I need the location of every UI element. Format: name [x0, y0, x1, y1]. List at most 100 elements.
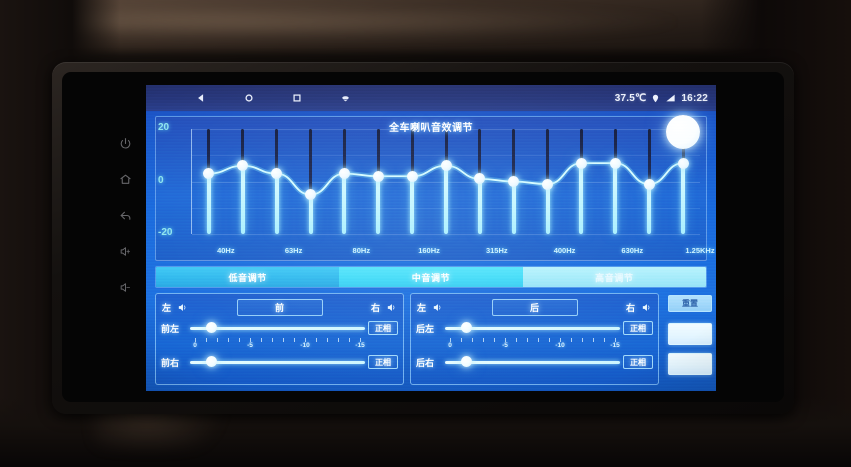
rear-left-fader-label: 后左: [416, 323, 435, 334]
eq-slider-knob[interactable]: [677, 157, 689, 169]
speaker-icon: [432, 302, 443, 313]
volume-down-button[interactable]: [112, 274, 138, 300]
back-button[interactable]: [112, 202, 138, 228]
equalizer-plot[interactable]: 40Hz63Hz80Hz160Hz315Hz400Hz630Hz1.25KHz1…: [192, 129, 715, 255]
nav-apps-button[interactable]: [330, 85, 360, 111]
eq-slider-track-lower: [545, 184, 550, 234]
rear-left-label: 左: [417, 302, 427, 313]
eq-slider-knob[interactable]: [542, 178, 554, 190]
eq-slider-knob[interactable]: [203, 168, 215, 180]
scale-tick-label: -15: [355, 342, 365, 349]
rear-position-box[interactable]: 后: [491, 298, 578, 316]
eq-slider-knob[interactable]: [338, 168, 350, 180]
slider-knob[interactable]: [206, 322, 218, 333]
master-knob[interactable]: [666, 115, 700, 149]
nav-recents-button[interactable]: [282, 85, 312, 111]
eq-slider-knob[interactable]: [372, 170, 384, 182]
preset-a-button[interactable]: [668, 323, 712, 345]
eq-frequency-label: 80Hz: [352, 246, 371, 255]
nav-home-button[interactable]: [234, 85, 264, 111]
rear-scale: 0 -5 -10 -15: [448, 338, 620, 349]
front-left-slider[interactable]: [190, 320, 365, 336]
rear-right-label: 右: [625, 302, 635, 313]
y-axis-label-min: -20: [158, 227, 173, 238]
eq-slider-knob[interactable]: [474, 173, 486, 185]
y-axis-label-max: 20: [158, 122, 170, 133]
eq-slider-track-upper: [275, 129, 279, 174]
scale-tick-label: -10: [555, 342, 565, 349]
front-position-box[interactable]: 前: [236, 298, 323, 316]
eq-slider-knob[interactable]: [305, 189, 317, 201]
rear-left-fader-row: 后左 正相: [411, 320, 658, 336]
eq-slider-knob[interactable]: [271, 168, 283, 180]
front-scale-ticks: 0 -5 -10 -15: [193, 338, 365, 349]
power-button[interactable]: [112, 130, 138, 156]
scale-tick: [560, 338, 561, 342]
eq-slider-knob[interactable]: [406, 170, 418, 182]
clock-label: 16:22: [681, 92, 708, 104]
speaker-icon: [386, 302, 397, 313]
eq-slider-knob[interactable]: [508, 176, 520, 187]
scale-tick: [349, 338, 350, 342]
rear-right-fader-row: 后右 正相: [411, 354, 658, 370]
front-left-fader-label: 前左: [161, 323, 180, 334]
eq-slider-track-upper: [478, 129, 482, 179]
eq-slider-knob[interactable]: [575, 157, 587, 169]
rear-right-phase-button[interactable]: 正相: [623, 355, 653, 369]
eq-slider-knob[interactable]: [440, 160, 452, 172]
scale-tick: [316, 338, 317, 342]
speaker-icon: [177, 302, 188, 313]
head-unit-screen: 37.5℃ 16:22 全车喇叭音效调节 20 0 -20 40Hz 63Hz 80…: [146, 85, 716, 391]
slider-track: [190, 361, 365, 364]
slider-knob[interactable]: [461, 356, 473, 367]
front-left-phase-button[interactable]: 正相: [368, 321, 398, 335]
eq-frequency-label: 1.25KHz: [685, 246, 715, 255]
home-button[interactable]: [112, 166, 138, 192]
scale-tick: [261, 338, 262, 342]
eq-slider-track-upper: [444, 129, 448, 166]
tab-mid[interactable]: 中音调节: [339, 267, 523, 287]
eq-frequency-label: 160Hz: [418, 246, 440, 255]
temperature-label: 37.5℃: [614, 92, 647, 104]
eq-slider-track-lower: [647, 184, 652, 234]
rear-left-slider[interactable]: [445, 320, 620, 336]
scale-tick: [461, 338, 462, 342]
preset-b-button[interactable]: [668, 353, 712, 375]
reset-button[interactable]: 重置: [668, 295, 712, 312]
location-pin-icon: [651, 93, 660, 104]
eq-slider-track-lower: [342, 173, 347, 234]
rear-left-phase-button[interactable]: 正相: [623, 321, 653, 335]
eq-slider-track-lower: [274, 173, 279, 234]
nav-back-button[interactable]: [186, 85, 216, 111]
front-right-slider[interactable]: [190, 354, 365, 370]
scale-tick: [582, 338, 583, 342]
front-left-label: 左: [162, 302, 172, 313]
eq-slider-track-upper: [410, 129, 414, 177]
volume-up-button[interactable]: [112, 238, 138, 264]
scale-tick-label: 0: [193, 342, 197, 349]
eq-slider-track-lower: [206, 173, 211, 234]
front-right-phase-button[interactable]: 正相: [368, 355, 398, 369]
eq-slider-knob[interactable]: [643, 178, 655, 190]
scale-tick-label: -5: [502, 342, 508, 349]
scale-tick: [516, 338, 517, 342]
scale-tick: [472, 338, 473, 342]
tab-treble[interactable]: 高音调节: [522, 267, 706, 287]
fader-panels: 左 前 右 前左 正相: [155, 293, 707, 385]
eq-slider-knob[interactable]: [237, 160, 249, 172]
eq-slider-track-upper: [647, 129, 651, 185]
scale-tick: [338, 338, 339, 342]
scale-tick: [294, 338, 295, 342]
signal-bars-icon: [665, 93, 676, 103]
eq-slider-knob[interactable]: [609, 157, 621, 169]
slider-knob[interactable]: [206, 356, 218, 367]
slider-knob[interactable]: [461, 322, 473, 333]
scale-tick: [239, 338, 240, 342]
tab-bass[interactable]: 低音调节: [156, 267, 340, 287]
slider-track: [190, 327, 365, 330]
eq-slider-track-lower: [477, 178, 482, 234]
scale-tick: [615, 338, 616, 342]
rear-right-slider[interactable]: [445, 354, 620, 370]
scale-tick: [305, 338, 306, 342]
front-right-label: 右: [370, 302, 380, 313]
